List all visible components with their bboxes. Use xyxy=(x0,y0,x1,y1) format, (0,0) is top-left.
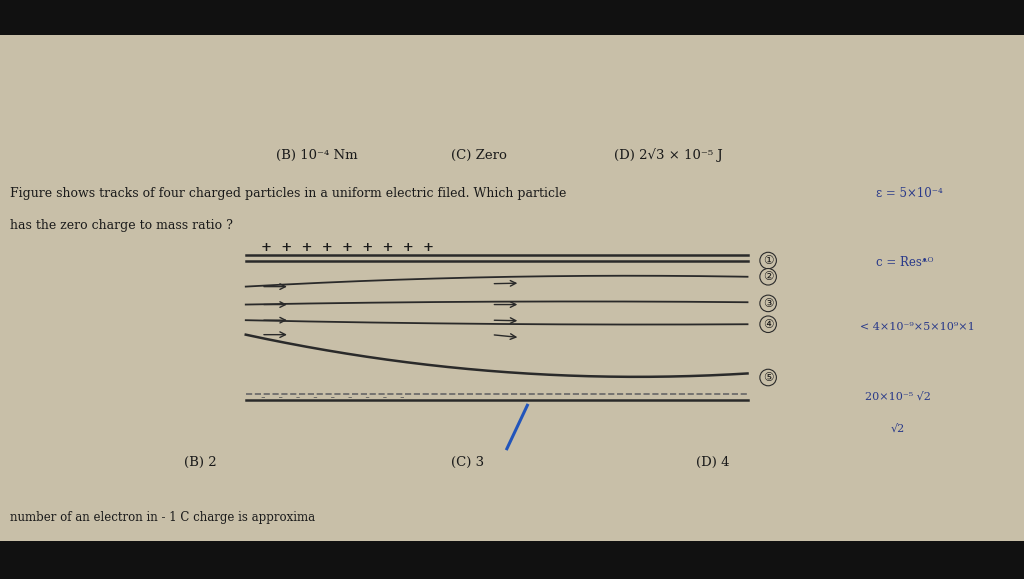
Text: ⑤: ⑤ xyxy=(763,371,773,384)
Text: ④: ④ xyxy=(763,318,773,331)
Text: number of an electron in - 1 C charge is approxima: number of an electron in - 1 C charge is… xyxy=(10,511,315,524)
Text: has the zero charge to mass ratio ?: has the zero charge to mass ratio ? xyxy=(10,219,233,232)
Text: Figure shows tracks of four charged particles in a uniform electric filed. Which: Figure shows tracks of four charged part… xyxy=(10,187,566,200)
Text: ①: ① xyxy=(763,254,773,267)
Text: (C) Zero: (C) Zero xyxy=(451,149,507,162)
Text: (D) 4: (D) 4 xyxy=(696,456,730,469)
Text: (B) 2: (B) 2 xyxy=(184,456,217,469)
Text: < 4×10⁻⁹×5×10⁹×1: < 4×10⁻⁹×5×10⁹×1 xyxy=(860,322,975,332)
FancyBboxPatch shape xyxy=(0,35,1024,541)
Text: ③: ③ xyxy=(763,297,773,310)
Text: -   -   -   -   -   -   -   -   -: - - - - - - - - - xyxy=(261,391,404,404)
Text: √2: √2 xyxy=(891,423,905,433)
Text: +  +  +  +  +  +  +  +  +: + + + + + + + + + xyxy=(261,241,434,254)
Text: (C) 3: (C) 3 xyxy=(451,456,483,469)
Text: (B) 10⁻⁴ Nm: (B) 10⁻⁴ Nm xyxy=(276,149,358,162)
Text: 20×10⁻⁵ √2: 20×10⁻⁵ √2 xyxy=(865,391,931,401)
Text: c = Resᵜᴼ: c = Resᵜᴼ xyxy=(876,256,933,269)
Text: ②: ② xyxy=(763,270,773,283)
Text: (D) 2√3 × 10⁻⁵ J: (D) 2√3 × 10⁻⁵ J xyxy=(614,148,723,162)
Text: ε = 5×10⁻⁴: ε = 5×10⁻⁴ xyxy=(876,187,942,200)
